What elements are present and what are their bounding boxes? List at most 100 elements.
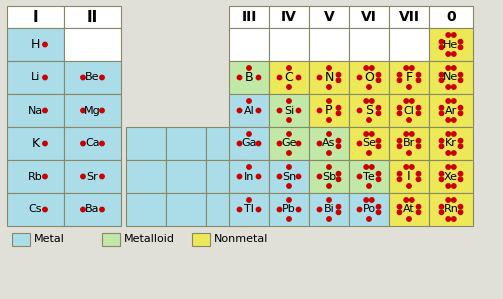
- Bar: [309, 127, 349, 160]
- Bar: [309, 28, 349, 61]
- Text: I: I: [407, 170, 411, 183]
- Circle shape: [367, 118, 371, 122]
- Bar: [389, 160, 429, 193]
- Bar: [389, 61, 429, 94]
- Circle shape: [407, 217, 411, 221]
- Circle shape: [446, 52, 450, 56]
- Circle shape: [277, 75, 282, 80]
- Circle shape: [458, 78, 463, 83]
- Bar: [126, 193, 166, 226]
- Bar: [229, 127, 269, 160]
- Bar: [309, 94, 349, 127]
- Bar: [206, 193, 246, 226]
- Circle shape: [43, 42, 47, 47]
- Circle shape: [397, 210, 402, 214]
- Circle shape: [367, 85, 371, 89]
- Circle shape: [416, 72, 421, 77]
- Circle shape: [446, 33, 450, 37]
- Circle shape: [43, 108, 47, 113]
- Circle shape: [446, 132, 450, 136]
- Circle shape: [337, 205, 341, 209]
- Circle shape: [376, 205, 381, 209]
- Circle shape: [81, 141, 85, 146]
- Circle shape: [81, 174, 85, 179]
- Bar: [192, 233, 210, 246]
- Text: Pb: Pb: [282, 205, 296, 214]
- Bar: [349, 94, 389, 127]
- Circle shape: [452, 184, 456, 188]
- Circle shape: [439, 111, 444, 115]
- Circle shape: [409, 66, 414, 70]
- Circle shape: [452, 33, 456, 37]
- Text: C: C: [285, 71, 293, 84]
- Text: Po: Po: [363, 205, 376, 214]
- Bar: [349, 160, 389, 193]
- Circle shape: [416, 111, 421, 115]
- Bar: [166, 127, 206, 160]
- Circle shape: [404, 66, 408, 70]
- Circle shape: [364, 198, 368, 202]
- Circle shape: [247, 165, 251, 169]
- Bar: [64, 94, 121, 127]
- Bar: [269, 28, 309, 61]
- Circle shape: [439, 78, 444, 83]
- Bar: [64, 160, 121, 193]
- Circle shape: [376, 138, 381, 143]
- Bar: [309, 6, 349, 28]
- Circle shape: [416, 106, 421, 110]
- Circle shape: [458, 72, 463, 77]
- Bar: [389, 127, 429, 160]
- Text: Ne: Ne: [443, 72, 459, 83]
- Circle shape: [446, 165, 450, 169]
- Circle shape: [376, 72, 381, 77]
- Bar: [166, 193, 206, 226]
- Circle shape: [397, 144, 402, 149]
- Circle shape: [247, 66, 251, 70]
- Circle shape: [439, 72, 444, 77]
- Circle shape: [247, 99, 251, 103]
- Bar: [7, 6, 64, 28]
- Circle shape: [337, 177, 341, 181]
- Circle shape: [452, 151, 456, 155]
- Bar: [389, 28, 429, 61]
- Circle shape: [81, 75, 85, 80]
- Bar: [64, 127, 121, 160]
- Circle shape: [370, 198, 374, 202]
- Circle shape: [452, 165, 456, 169]
- Circle shape: [337, 210, 341, 214]
- Text: Cl: Cl: [403, 106, 414, 115]
- Bar: [229, 6, 269, 28]
- Circle shape: [357, 108, 362, 113]
- Bar: [64, 28, 121, 61]
- Circle shape: [370, 66, 374, 70]
- Text: VII: VII: [398, 10, 420, 24]
- Bar: [229, 61, 269, 94]
- Circle shape: [337, 144, 341, 149]
- Text: At: At: [403, 205, 415, 214]
- Circle shape: [277, 174, 282, 179]
- Text: P: P: [325, 104, 333, 117]
- Text: Sb: Sb: [322, 172, 336, 181]
- Bar: [349, 6, 389, 28]
- Circle shape: [397, 78, 402, 83]
- Circle shape: [327, 198, 331, 202]
- Circle shape: [277, 207, 282, 212]
- Circle shape: [446, 217, 450, 221]
- Circle shape: [452, 217, 456, 221]
- Text: Tl: Tl: [244, 205, 254, 214]
- Text: I: I: [33, 10, 38, 25]
- Circle shape: [397, 205, 402, 209]
- Text: Xe: Xe: [444, 172, 458, 181]
- Circle shape: [446, 99, 450, 103]
- Circle shape: [287, 198, 291, 202]
- Text: Br: Br: [403, 138, 415, 149]
- Bar: [229, 28, 269, 61]
- Bar: [309, 61, 349, 94]
- Circle shape: [452, 52, 456, 56]
- Circle shape: [439, 177, 444, 181]
- Text: Sn: Sn: [282, 172, 296, 181]
- Circle shape: [327, 99, 331, 103]
- Bar: [429, 28, 473, 61]
- Bar: [229, 94, 269, 127]
- Circle shape: [376, 177, 381, 181]
